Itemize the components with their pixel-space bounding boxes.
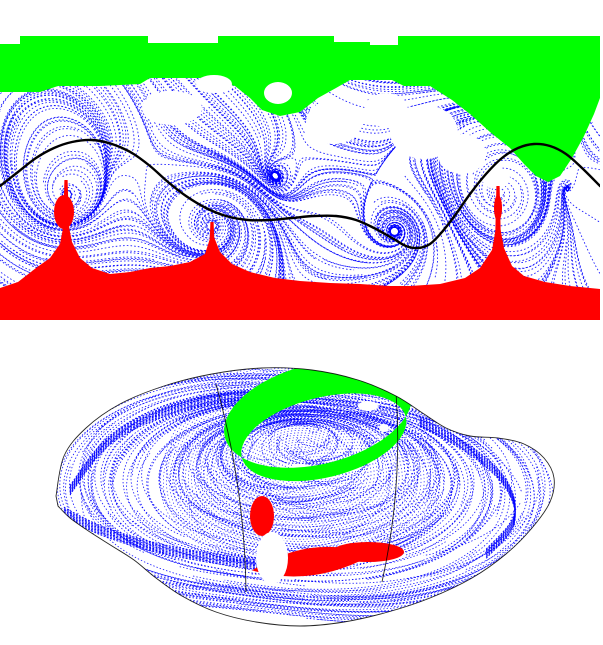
- upper-region-hole-2: [306, 100, 362, 144]
- red-tail-sliver: [332, 542, 404, 562]
- surface-projection-panel: [0, 330, 603, 645]
- left-detached-source: [54, 195, 74, 229]
- surface-projection-svg: [0, 330, 603, 645]
- upper-region-hole-7: [196, 75, 232, 93]
- upper-region-notch-0: [0, 36, 20, 44]
- upper-cap-hole-1: [379, 424, 389, 432]
- upper-region-hole-6: [482, 167, 510, 189]
- upper-cap-hole-0: [358, 401, 378, 411]
- upper-region-notch-3: [370, 36, 398, 45]
- upper-region-hole-5: [438, 134, 486, 174]
- red-core-blob: [250, 496, 274, 536]
- upper-region-notch-1: [148, 36, 218, 43]
- upper-region-notch-2: [334, 36, 370, 42]
- right-detached-source: [494, 195, 502, 221]
- planar-domain-panel: [0, 0, 603, 330]
- upper-region-hole-0: [142, 91, 202, 125]
- upper-region-hole-1: [264, 82, 292, 104]
- planar-domain-svg: [0, 0, 603, 330]
- white-gap: [256, 532, 288, 584]
